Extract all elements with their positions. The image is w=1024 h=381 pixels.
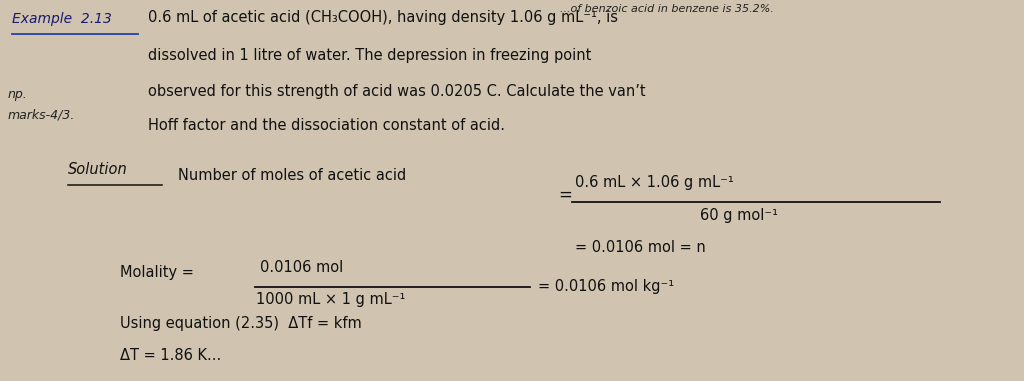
Text: ...of benzoic acid in benzene is 35.2%.: ...of benzoic acid in benzene is 35.2%. [560,4,774,14]
Text: 0.6 mL × 1.06 g mL⁻¹: 0.6 mL × 1.06 g mL⁻¹ [575,175,734,190]
Text: Solution: Solution [68,162,128,177]
Text: Using equation (2.35)  ΔTf = kfm: Using equation (2.35) ΔTf = kfm [120,316,361,331]
Text: 0.6 mL of acetic acid (CH₃COOH), having density 1.06 g mL⁻¹, is: 0.6 mL of acetic acid (CH₃COOH), having … [148,10,618,25]
Text: =: = [558,186,571,204]
Text: = 0.0106 mol = n: = 0.0106 mol = n [575,240,706,255]
Text: Molality =: Molality = [120,265,194,280]
Text: = 0.0106 mol kg⁻¹: = 0.0106 mol kg⁻¹ [538,280,674,295]
Text: Hoff factor and the dissociation constant of acid.: Hoff factor and the dissociation constan… [148,118,505,133]
Text: marks-4/3.: marks-4/3. [8,108,76,121]
Text: np.: np. [8,88,28,101]
Text: Example  2.13: Example 2.13 [12,12,112,26]
Text: observed for this strength of acid was 0.0205 C. Calculate the van’t: observed for this strength of acid was 0… [148,84,645,99]
Text: Number of moles of acetic acid: Number of moles of acetic acid [178,168,407,183]
Text: dissolved in 1 litre of water. The depression in freezing point: dissolved in 1 litre of water. The depre… [148,48,592,63]
Text: ΔT = 1.86 K...: ΔT = 1.86 K... [120,348,221,363]
Text: 60 g mol⁻¹: 60 g mol⁻¹ [700,208,778,223]
Text: 1000 mL × 1 g mL⁻¹: 1000 mL × 1 g mL⁻¹ [256,292,406,307]
Text: 0.0106 mol: 0.0106 mol [260,260,343,275]
